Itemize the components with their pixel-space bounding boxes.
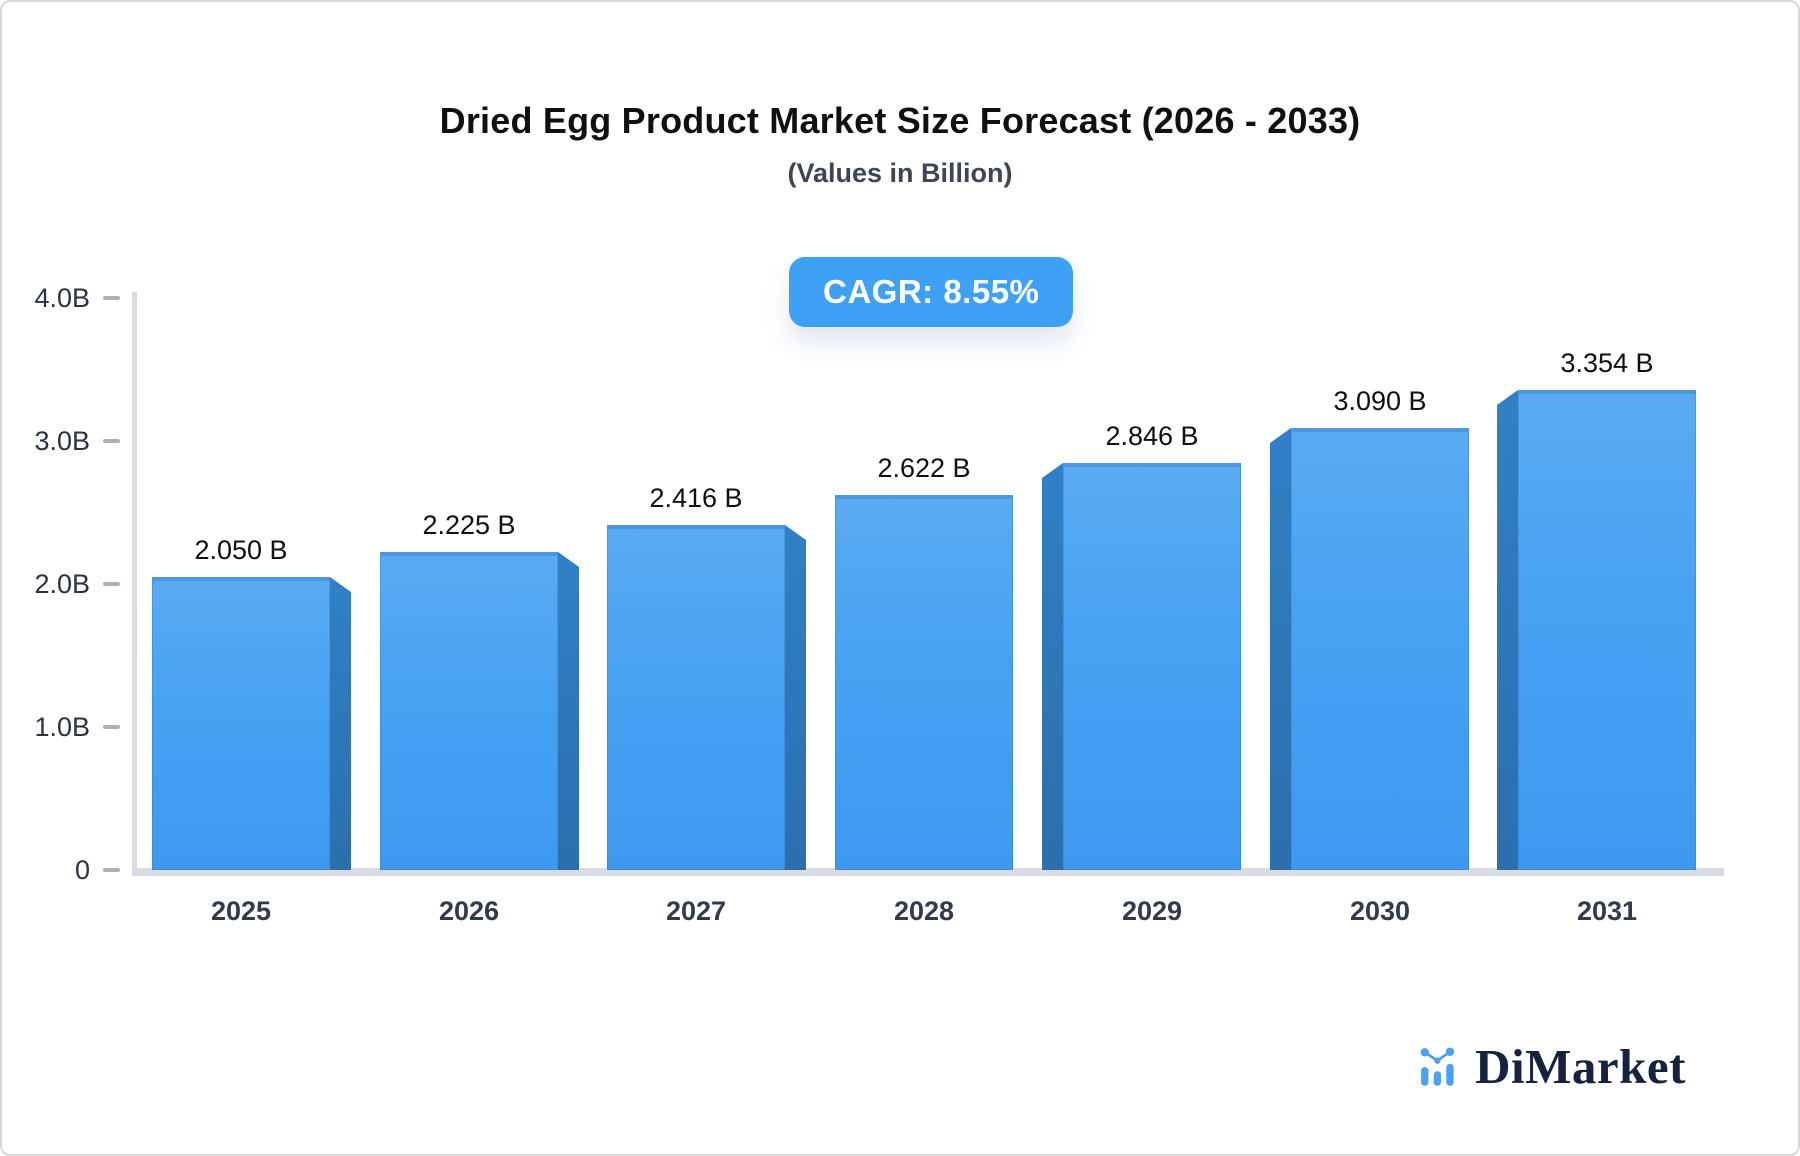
x-axis-label: 2026	[438, 896, 500, 926]
bar	[1291, 428, 1469, 870]
y-axis-tick	[103, 439, 120, 443]
x-axis-label: 2027	[665, 896, 727, 926]
chart-subtitle: (Values in Billion)	[787, 158, 1013, 188]
bar	[607, 525, 785, 870]
x-axis-label: 2025	[210, 896, 272, 926]
y-axis-line	[132, 292, 137, 876]
y-axis-tick	[103, 582, 120, 586]
x-axis-label: 2028	[893, 896, 955, 926]
bar-value-label: 2.050 B	[194, 535, 288, 565]
bar-side-panel	[1270, 428, 1291, 870]
x-axis-baseline	[132, 868, 1724, 876]
bar-value-label: 2.416 B	[649, 483, 743, 513]
y-axis-tick	[103, 725, 120, 729]
bar	[152, 577, 330, 870]
y-axis-label: 3.0B	[34, 426, 90, 456]
logo-text: DiMarket	[1475, 1039, 1686, 1094]
bar-value-label: 2.225 B	[422, 510, 516, 540]
chart-title: Dried Egg Product Market Size Forecast (…	[439, 100, 1361, 141]
bar-value-label: 3.354 B	[1560, 348, 1654, 378]
cagr-badge: CAGR: 8.55%	[789, 257, 1074, 327]
x-axis-label: 2030	[1349, 896, 1411, 926]
bar-value-label: 2.622 B	[877, 453, 971, 483]
bar-side-panel	[785, 525, 806, 870]
bar-side-panel	[1042, 463, 1063, 870]
y-axis-tick	[103, 868, 120, 872]
x-axis-label: 2031	[1576, 896, 1638, 926]
y-axis-label: 0	[74, 855, 90, 885]
logo: DiMarket	[1418, 1038, 1686, 1095]
y-axis-label: 4.0B	[34, 283, 90, 313]
bar-side-panel	[330, 577, 351, 870]
bar-side-panel	[558, 552, 579, 870]
bar	[1063, 463, 1241, 870]
bar	[380, 552, 558, 870]
mini-bar-chart-icon	[1418, 1046, 1462, 1088]
bar	[835, 495, 1013, 870]
y-axis-label: 2.0B	[34, 569, 90, 599]
y-axis-tick	[103, 296, 120, 300]
x-axis-label: 2029	[1121, 896, 1183, 926]
bar	[1518, 390, 1696, 870]
bar-value-label: 2.846 B	[1105, 421, 1199, 451]
bar-value-label: 3.090 B	[1333, 386, 1427, 416]
bar-side-panel	[1497, 390, 1518, 870]
y-axis-label: 1.0B	[34, 712, 90, 742]
